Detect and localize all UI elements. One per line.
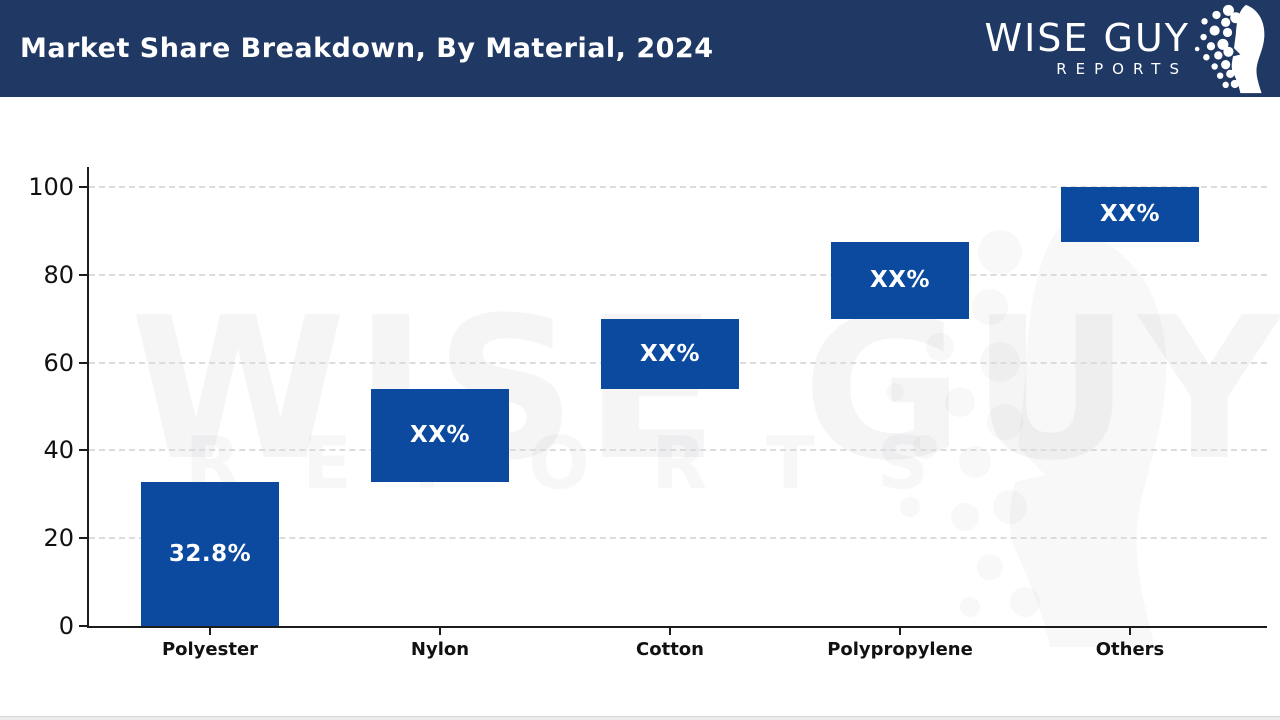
header-bar: Market Share Breakdown, By Material, 202… — [0, 0, 1280, 97]
x-tick-label-others: Others — [1095, 639, 1165, 660]
x-tick-label-polypropylene: Polypropylene — [827, 639, 973, 660]
x-tick-mark — [439, 628, 441, 635]
x-tick-mark — [209, 628, 211, 635]
footer-strip — [0, 717, 1280, 720]
bar-value-label: XX% — [639, 340, 700, 367]
chart-canvas: WISE GUY REPORTS 0 20 40 60 80 100 32.8% Polyes… — [0, 97, 1280, 720]
x-tick-mark — [669, 628, 671, 635]
bar-value-label: XX% — [1099, 201, 1160, 228]
y-tick-label: 60 — [43, 348, 74, 377]
x-tick-mark — [1129, 628, 1131, 635]
y-tick-mark — [79, 449, 88, 452]
y-tick-mark — [79, 537, 88, 540]
x-tick-label-cotton: Cotton — [636, 639, 704, 660]
bar-nylon: XX% — [371, 388, 509, 482]
logo-subtext: REPORTS — [1056, 60, 1188, 78]
watermark-subtext: REPORTS — [185, 421, 991, 505]
x-tick-label-polyester: Polyester — [161, 639, 259, 660]
logo-text: WISE GUY REPORTS — [985, 19, 1190, 78]
gridline — [89, 449, 1267, 452]
watermark-dotted-head — [886, 227, 1167, 647]
x-tick-label-nylon: Nylon — [410, 639, 470, 660]
x-axis-line — [87, 626, 1267, 628]
y-tick-mark — [79, 625, 88, 627]
gridline — [89, 186, 1267, 188]
footer-divider — [0, 716, 1280, 717]
bar-others: XX% — [1061, 187, 1199, 242]
bar-polyester: 32.8% — [141, 482, 279, 626]
y-tick-mark — [79, 273, 88, 276]
bar-cotton: XX% — [601, 318, 739, 389]
y-tick-label: 0 — [58, 612, 74, 640]
y-axis-line — [87, 167, 89, 628]
page-title: Market Share Breakdown, By Material, 202… — [20, 33, 714, 64]
x-tick-mark — [899, 628, 901, 635]
bar-value-label: XX% — [409, 422, 470, 449]
bar-value-label: XX% — [869, 267, 930, 294]
bar-polypropylene: XX% — [831, 241, 969, 319]
y-tick-mark — [79, 361, 88, 364]
gridline — [89, 537, 1267, 540]
y-tick-label: 80 — [43, 260, 74, 289]
gridline — [89, 273, 1267, 276]
logo-wordmark: WISE GUY — [984, 16, 1190, 60]
wise-guy-logo: WISE GUY REPORTS — [985, 3, 1280, 95]
y-tick-label: 100 — [28, 173, 74, 201]
y-tick-label: 40 — [43, 436, 74, 465]
dotted-head-icon — [1194, 4, 1265, 93]
bar-value-label: 32.8% — [168, 540, 252, 567]
y-tick-mark — [79, 186, 88, 188]
y-tick-label: 20 — [43, 524, 74, 553]
